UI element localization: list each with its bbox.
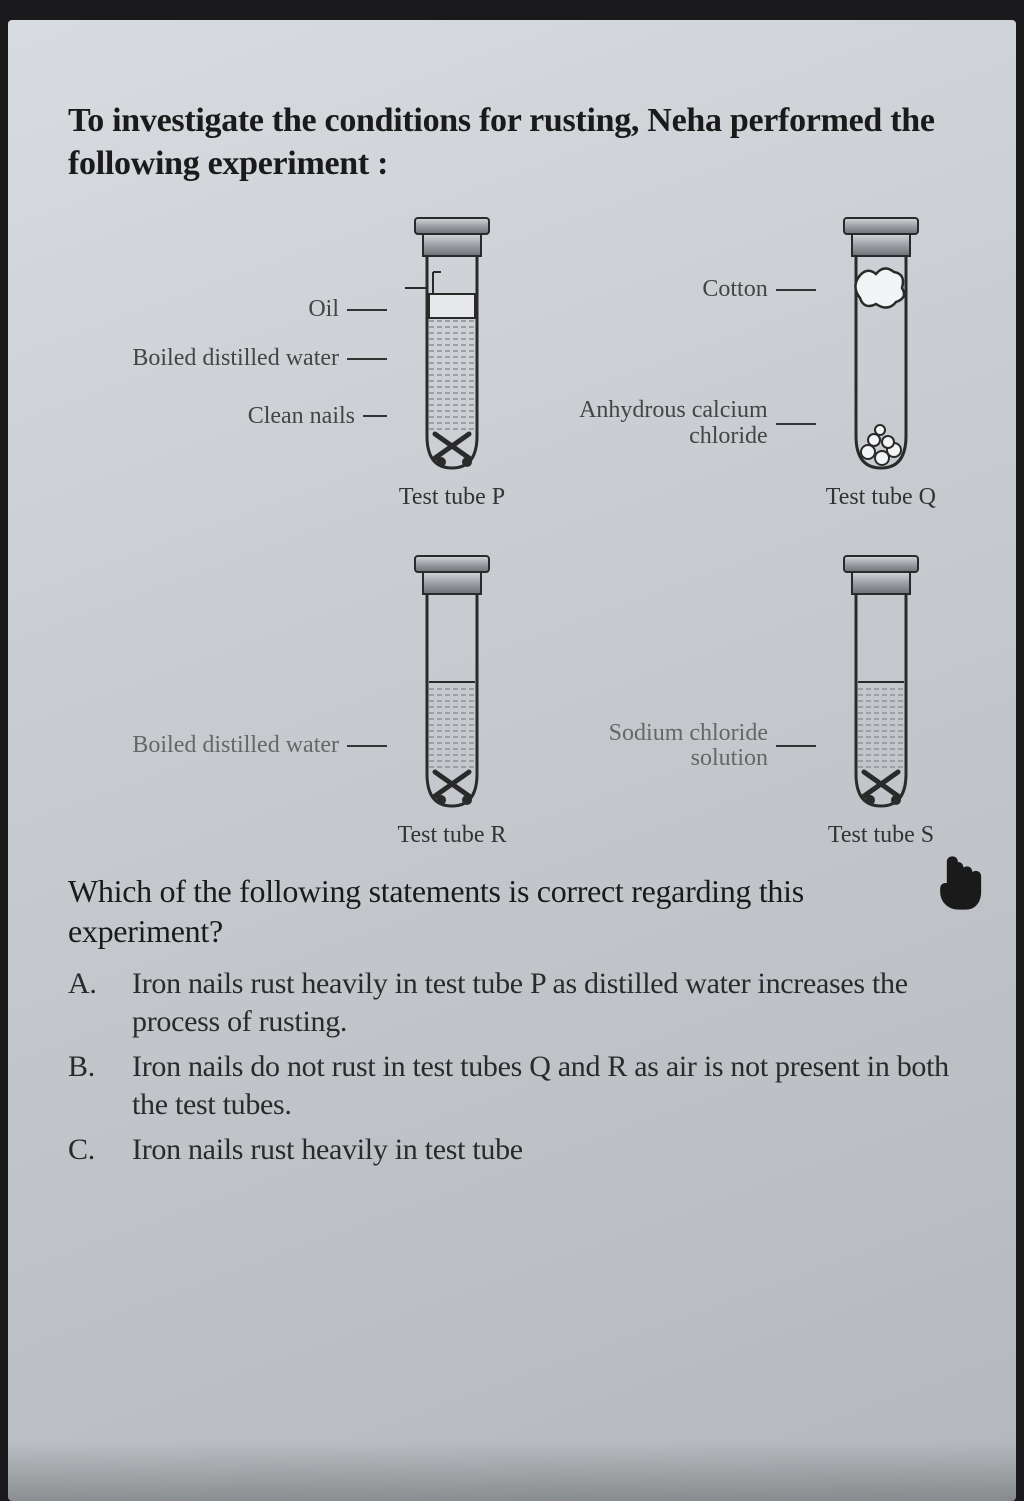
leader-line [347,358,387,360]
label-p-water: Boiled distilled water [132,346,339,371]
option-b[interactable]: B. Iron nails do not rust in test tubes … [68,1048,966,1123]
intro-text: To investigate the conditions for rustin… [68,100,966,185]
question-text: Which of the following statements is cor… [68,871,966,951]
labels-r: Boiled distilled water [98,643,387,758]
test-tube-q-icon [826,216,936,476]
label-q-cacl2: Anhydrous calcium chloride [527,398,768,448]
leader-line [347,309,387,311]
leader-line [776,289,816,291]
leader-line [776,745,816,747]
caption-s: Test tube S [828,822,934,849]
labels-q: Cotton Anhydrous calcium chloride [527,277,816,449]
caption-q: Test tube Q [826,484,936,511]
leader-line [363,415,387,417]
option-b-text: Iron nails do not rust in test tubes Q a… [132,1048,966,1123]
label-s-nacl: Sodium chloride solution [527,721,768,771]
caption-p: Test tube P [399,484,505,511]
option-a[interactable]: A. Iron nails rust heavily in test tube … [68,965,966,1040]
diagram-grid: Oil Boiled distilled water Clean nails [68,203,966,861]
tube-cell-p: Oil Boiled distilled water Clean nails [98,203,507,523]
options-list: A. Iron nails rust heavily in test tube … [68,965,966,1169]
tube-cell-s: Sodium chloride solution [527,541,936,861]
tube-cell-q: Cotton Anhydrous calcium chloride [527,203,936,523]
labels-s: Sodium chloride solution [527,631,816,771]
option-c-text: Iron nails rust heavily in test tube [132,1131,966,1169]
page: To investigate the conditions for rustin… [8,20,1016,1501]
option-letter: A. [68,965,132,1040]
test-tube-s-icon [826,554,936,814]
label-r-water: Boiled distilled water [132,733,339,758]
test-tube-p-icon [397,216,507,476]
labels-p: Oil Boiled distilled water Clean nails [98,297,387,429]
bottom-fade [8,1441,1016,1501]
option-c[interactable]: C. Iron nails rust heavily in test tube [68,1131,966,1169]
label-p-oil: Oil [308,297,339,322]
option-letter: B. [68,1048,132,1123]
caption-p-text: Test tube P [399,484,505,510]
test-tube-r-icon [397,554,507,814]
caption-s-text: Test tube S [828,822,934,848]
option-a-text: Iron nails rust heavily in test tube P a… [132,965,966,1040]
caption-r: Test tube R [398,822,507,849]
caption-q-text: Test tube Q [826,484,936,510]
leader-line [347,745,387,747]
tube-cell-r: Boiled distilled water [98,541,507,861]
caption-r-text: Test tube R [398,822,507,848]
leader-line [776,423,816,425]
label-p-nails: Clean nails [248,404,355,429]
label-q-cotton: Cotton [702,277,767,302]
option-letter: C. [68,1131,132,1169]
pointer-cursor-icon [932,852,986,914]
